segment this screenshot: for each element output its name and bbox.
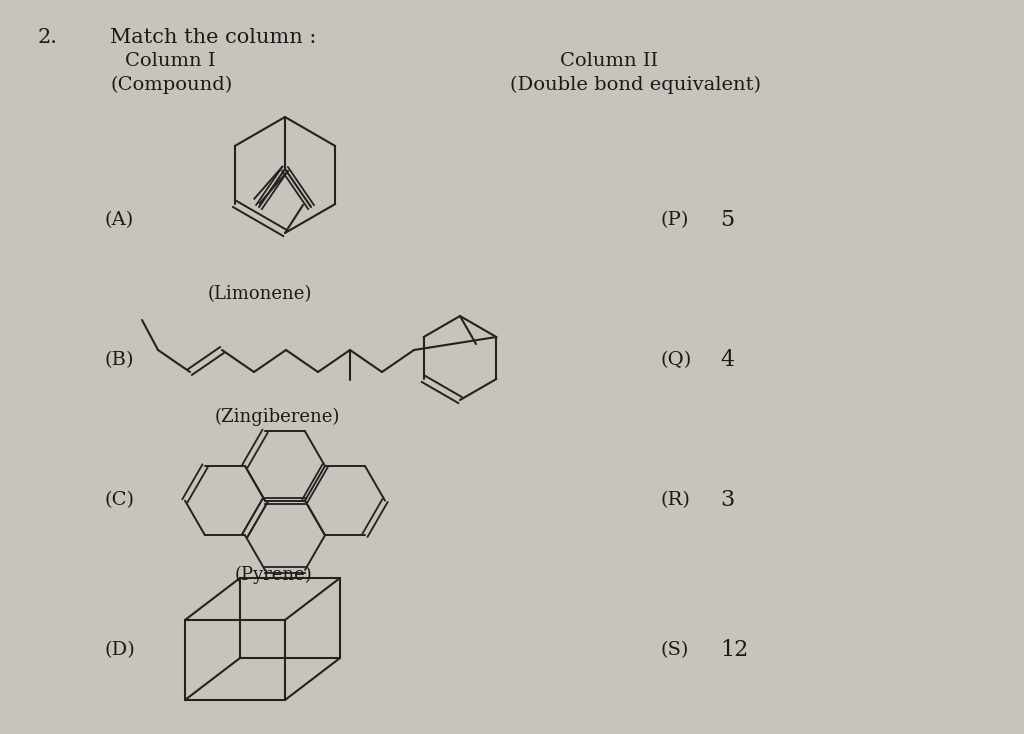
Text: Match the column :: Match the column :: [110, 28, 316, 47]
Text: (Limonene): (Limonene): [208, 285, 312, 303]
Text: (S): (S): [660, 641, 688, 659]
Text: 12: 12: [720, 639, 749, 661]
Text: 3: 3: [720, 489, 734, 511]
Text: (Zingiberene): (Zingiberene): [215, 408, 340, 426]
Text: 4: 4: [720, 349, 734, 371]
Text: (A): (A): [105, 211, 134, 229]
Text: (R): (R): [660, 491, 690, 509]
Text: (C): (C): [105, 491, 135, 509]
Text: (D): (D): [105, 641, 136, 659]
Text: 2.: 2.: [38, 28, 58, 47]
Text: (Double bond equivalent): (Double bond equivalent): [510, 76, 761, 94]
Text: 5: 5: [720, 209, 734, 231]
Text: Column II: Column II: [560, 52, 658, 70]
Text: (Pyrene): (Pyrene): [234, 566, 312, 584]
Text: (Q): (Q): [660, 351, 691, 369]
Text: (B): (B): [105, 351, 134, 369]
Text: Column I: Column I: [125, 52, 215, 70]
Text: (Compound): (Compound): [110, 76, 232, 94]
Text: (P): (P): [660, 211, 688, 229]
